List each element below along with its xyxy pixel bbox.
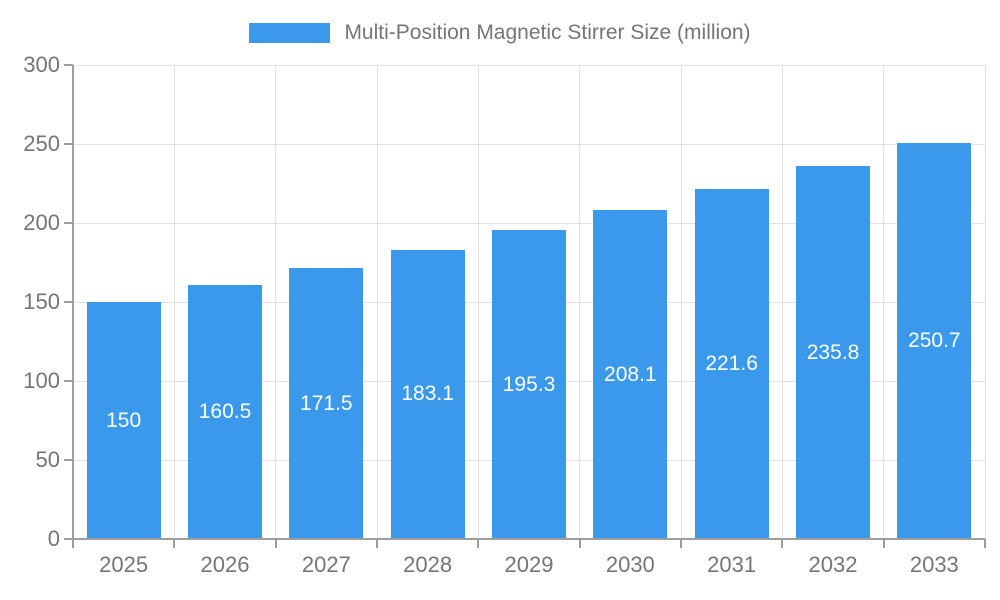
ticks-layer bbox=[64, 64, 986, 548]
bar-value-label: 195.3 bbox=[502, 372, 556, 396]
x-axis-labels: 2025 2026 2027 2028 2029 2030 2031 2032 2033 bbox=[73, 549, 985, 581]
y-tick-label: 100 bbox=[23, 368, 60, 393]
legend-label: Multi-Position Magnetic Stirrer Size (mi… bbox=[344, 21, 751, 44]
x-tick bbox=[72, 539, 74, 548]
bar-value-label: 221.6 bbox=[705, 351, 758, 375]
v-gridline bbox=[275, 65, 277, 539]
x-axis-line bbox=[64, 538, 985, 540]
y-tick-label: 250 bbox=[23, 131, 60, 156]
y-tick-label: 300 bbox=[23, 52, 60, 77]
bar-2028[interactable]: 183.1 bbox=[390, 249, 465, 539]
v-gridline bbox=[477, 65, 479, 539]
bar-value-label: 235.8 bbox=[806, 340, 860, 364]
x-tick bbox=[173, 539, 176, 548]
x-tick-label: 2031 bbox=[707, 552, 757, 577]
bar-value-label: 250.7 bbox=[908, 328, 961, 352]
x-tick-label: 2032 bbox=[808, 552, 858, 577]
x-tick bbox=[984, 539, 986, 548]
x-tick-label: 2027 bbox=[301, 552, 351, 577]
bar-2029[interactable]: 195.3 bbox=[492, 230, 566, 539]
bar-2033[interactable]: 250.7 bbox=[897, 142, 972, 539]
bar-2031[interactable]: 221.6 bbox=[694, 188, 769, 539]
y-tick bbox=[64, 380, 73, 382]
v-gridline bbox=[376, 65, 378, 539]
v-gridline bbox=[883, 65, 885, 539]
x-tick bbox=[477, 539, 480, 548]
y-tick bbox=[64, 538, 73, 540]
v-gridline bbox=[781, 65, 783, 539]
x-tick-label: 2026 bbox=[200, 552, 250, 577]
bar-value-label: 160.5 bbox=[198, 400, 252, 424]
bar-value-label: 171.5 bbox=[300, 391, 353, 415]
y-axis-line bbox=[72, 65, 74, 548]
x-tick-label: 2029 bbox=[504, 552, 554, 577]
bar-2027[interactable]: 171.5 bbox=[289, 268, 364, 539]
legend[interactable]: Multi-Position Magnetic Stirrer Size (mi… bbox=[0, 18, 1000, 48]
x-tick-label: 2025 bbox=[99, 552, 149, 577]
v-gridline bbox=[173, 65, 175, 539]
y-tick-label: 0 bbox=[47, 526, 60, 551]
bars-layer: 150 160.5 171.5 183.1 195.3 208.1 221.6 235.8 25… bbox=[73, 65, 985, 539]
x-tick bbox=[578, 539, 581, 548]
bar-2030[interactable]: 208.1 bbox=[593, 210, 668, 539]
v-gridline bbox=[680, 65, 682, 539]
y-tick bbox=[64, 222, 73, 224]
y-tick-label: 50 bbox=[35, 447, 60, 472]
x-tick bbox=[882, 539, 885, 548]
y-tick-label: 150 bbox=[23, 289, 60, 314]
bar-value-label: 150 bbox=[106, 408, 142, 432]
y-tick bbox=[64, 459, 73, 461]
bar-2026[interactable]: 160.5 bbox=[188, 285, 262, 539]
x-tick-label: 2030 bbox=[605, 552, 655, 577]
v-gridline bbox=[984, 65, 986, 539]
y-axis-labels: 0 50 100 150 200 250 300 bbox=[0, 52, 60, 551]
h-gridline bbox=[73, 64, 985, 66]
bar-2025[interactable]: 150 bbox=[86, 302, 161, 539]
y-tick bbox=[64, 143, 73, 145]
x-tick bbox=[781, 539, 784, 548]
bar-2032[interactable]: 235.8 bbox=[796, 166, 870, 539]
x-tick bbox=[274, 539, 277, 548]
x-tick-label: 2033 bbox=[909, 552, 959, 577]
x-tick bbox=[376, 539, 378, 548]
h-gridline bbox=[73, 143, 985, 145]
x-tick bbox=[680, 539, 682, 548]
bar-value-label: 208.1 bbox=[604, 362, 657, 386]
y-tick bbox=[64, 64, 73, 66]
bar-value-label: 183.1 bbox=[401, 382, 454, 406]
y-tick bbox=[64, 301, 73, 303]
legend-swatch bbox=[249, 23, 331, 43]
v-gridline bbox=[579, 65, 581, 539]
y-tick-label: 200 bbox=[23, 210, 60, 235]
plot-area: 150 160.5 171.5 183.1 195.3 208.1 221.6 235.8 25… bbox=[64, 64, 986, 548]
h-gridline bbox=[73, 222, 985, 224]
x-tick-label: 2028 bbox=[403, 552, 453, 577]
